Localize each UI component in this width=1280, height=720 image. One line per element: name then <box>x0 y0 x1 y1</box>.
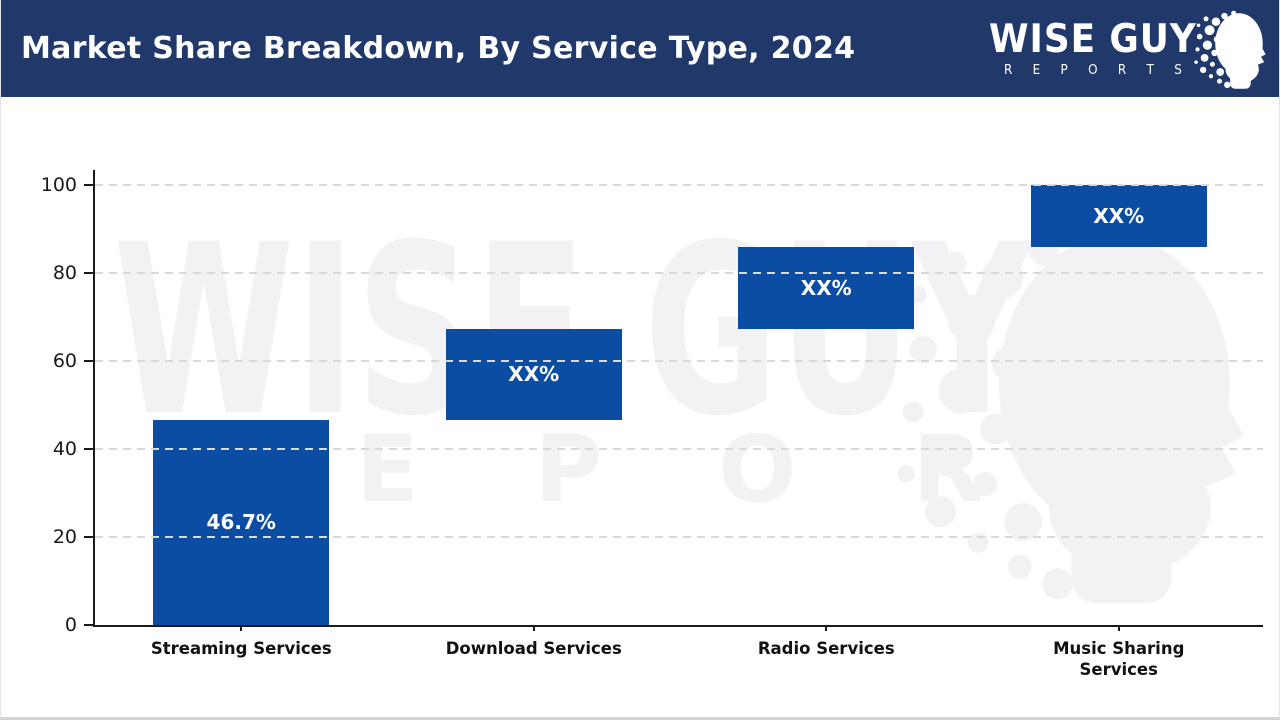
bar: XX% <box>1030 185 1207 248</box>
y-axis-tick <box>84 360 93 362</box>
y-tick-label: 60 <box>52 350 77 372</box>
gridline <box>95 536 1263 538</box>
bar-value-label: XX% <box>508 362 560 387</box>
x-tick-label: Streaming Services <box>150 639 332 658</box>
y-tick-label: 0 <box>64 614 77 636</box>
y-axis-tick <box>84 272 93 274</box>
x-axis-tick <box>1117 625 1120 631</box>
brand-name: WISE GUY <box>989 16 1197 62</box>
gridline <box>95 184 1263 186</box>
plot-area: 0 20 40 60 80 100 46.7% Streaming Services XX% Do… <box>41 170 1263 679</box>
y-tick-label: 100 <box>40 173 77 196</box>
brand-head-icon <box>1189 8 1267 90</box>
bar: XX% <box>738 247 915 329</box>
header: Market Share Breakdown, By Service Type,… <box>1 0 1279 97</box>
y-tick-label: 20 <box>52 526 77 548</box>
x-tick-label: Radio Services <box>757 639 895 658</box>
gridline <box>95 448 1263 450</box>
gridline <box>95 272 1263 274</box>
bar: XX% <box>445 328 622 420</box>
x-axis-tick <box>532 625 535 631</box>
bar-value-label: XX% <box>800 276 852 301</box>
bar-value-label: 46.7% <box>206 510 276 535</box>
y-axis-tick <box>84 448 93 450</box>
x-axis-tick <box>240 625 243 631</box>
y-axis-tick <box>84 536 93 538</box>
y-tick-label: 40 <box>52 438 77 460</box>
x-tick-label: Download Services <box>445 639 622 658</box>
brand-subtitle: R E P O R T S <box>1004 62 1191 78</box>
bar: 46.7% <box>153 419 330 625</box>
brand-logo-text: WISE GUY R E P O R T S <box>989 20 1197 78</box>
brand-logo: WISE GUY R E P O R T S <box>971 8 1267 90</box>
page-title: Market Share Breakdown, By Service Type,… <box>21 31 856 66</box>
y-axis-tick <box>84 184 93 186</box>
y-tick-label: 80 <box>52 262 77 284</box>
y-axis-tick <box>84 624 93 626</box>
x-axis-tick <box>825 625 828 631</box>
gridline <box>95 360 1263 362</box>
x-tick-label: Music Sharing Services <box>1053 639 1185 679</box>
bar-value-label: XX% <box>1093 204 1145 229</box>
